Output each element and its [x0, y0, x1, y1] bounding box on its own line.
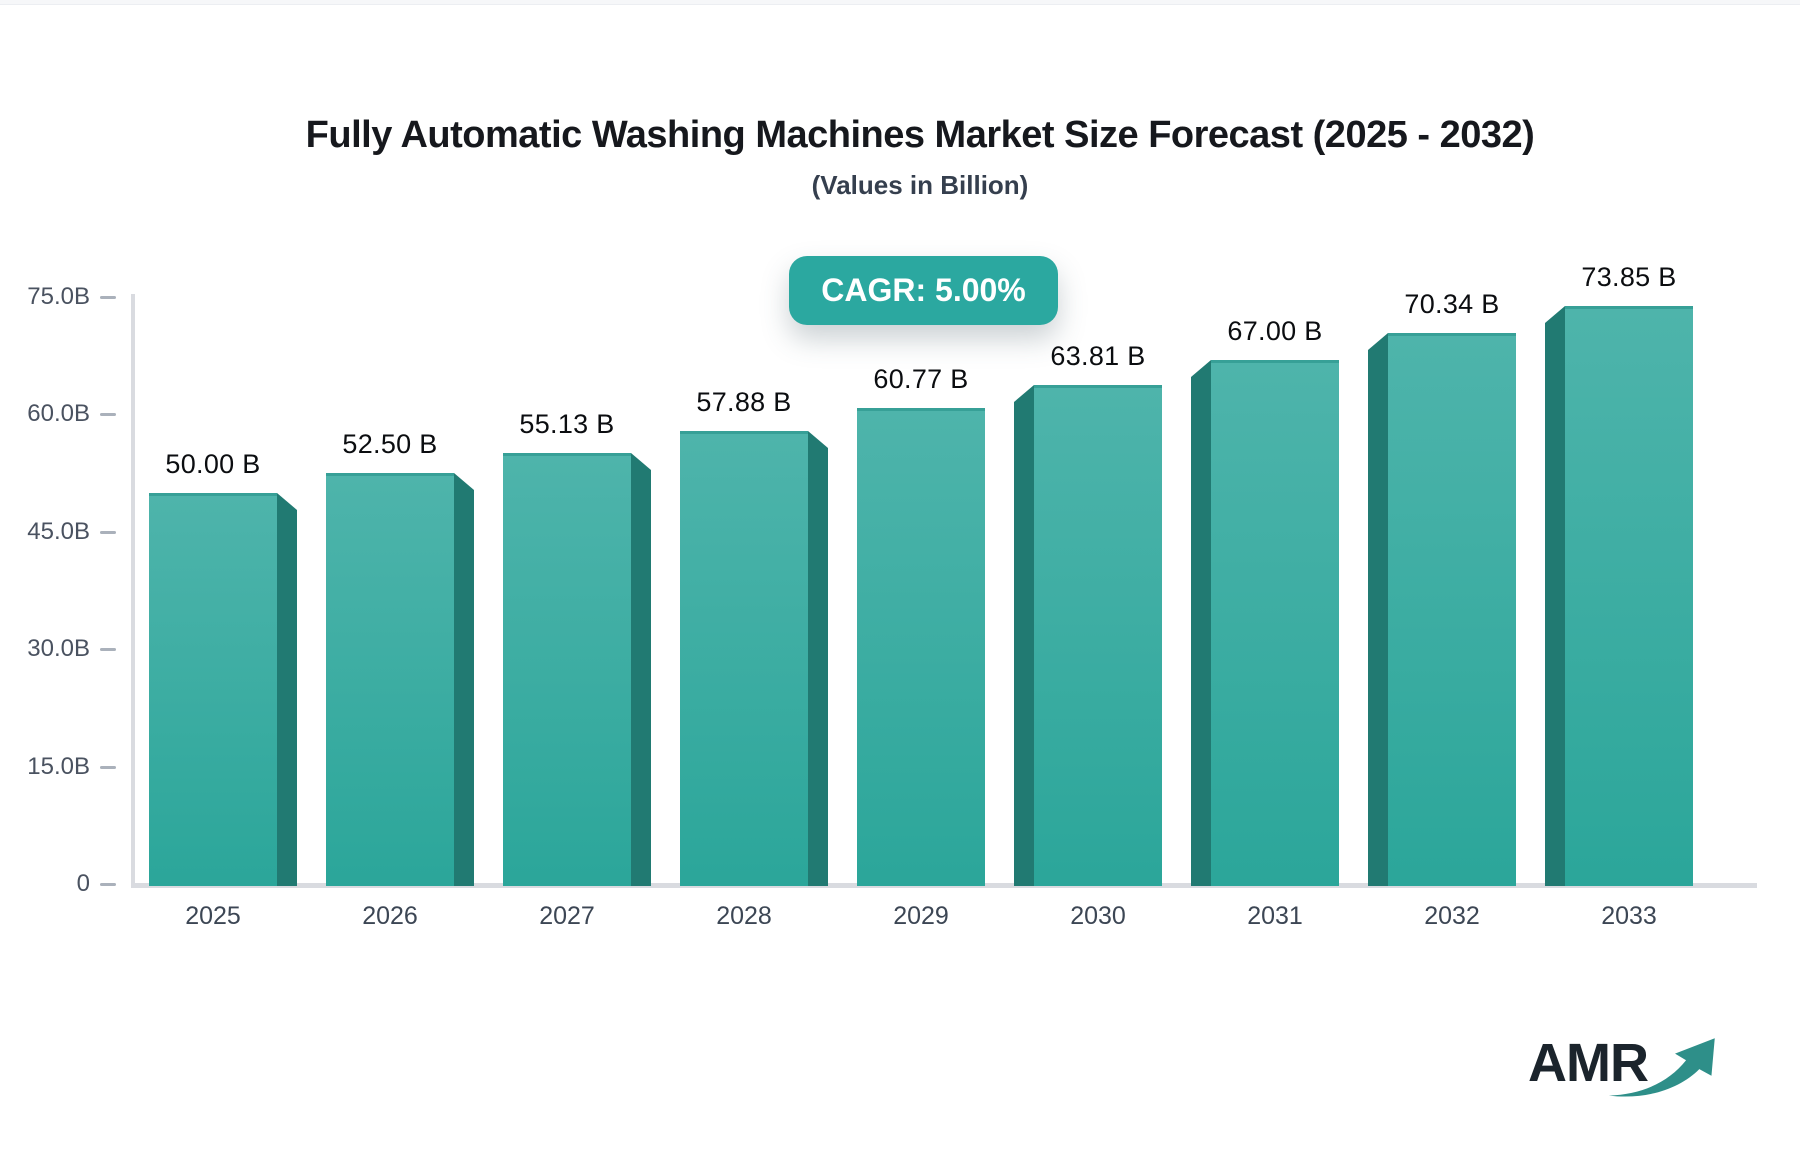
bar-2026: [326, 473, 454, 886]
amr-logo-text: AMR: [1528, 1033, 1649, 1093]
chart-title: Fully Automatic Washing Machines Market …: [305, 114, 1535, 156]
bar-3d-side-2025: [277, 493, 297, 886]
y-axis-tick-label: 60.0B: [27, 400, 90, 427]
y-axis-tick: [100, 531, 116, 534]
x-axis-label-2032: 2032: [1424, 902, 1480, 930]
bar-3d-side-2032: [1368, 333, 1388, 886]
bar-2029: [857, 408, 985, 886]
y-axis-tick-label: 15.0B: [27, 753, 90, 780]
y-axis-tick-label: 0: [76, 870, 90, 897]
bar-2027: [503, 453, 631, 886]
y-axis-tick: [100, 883, 116, 886]
bar-value-label-2031: 67.00 B: [1227, 316, 1323, 346]
x-axis-label-2028: 2028: [716, 902, 772, 930]
bar-value-label-2032: 70.34 B: [1404, 289, 1500, 319]
bar-3d-side-2028: [808, 431, 828, 886]
growth-arrow-icon: [1608, 1038, 1715, 1097]
amr-logo: AMR: [1528, 1034, 1738, 1104]
bar-2033: [1565, 306, 1693, 886]
x-axis-label-2031: 2031: [1247, 902, 1303, 930]
bar-3d-side-2030: [1014, 385, 1034, 886]
x-axis-label-2030: 2030: [1070, 902, 1126, 930]
bar-2031: [1211, 360, 1339, 886]
bar-value-label-2025: 50.00 B: [165, 449, 261, 479]
y-axis-tick: [100, 648, 116, 651]
bar-value-label-2033: 73.85 B: [1581, 262, 1677, 292]
page-top-border: [0, 0, 1800, 5]
x-axis-label-2029: 2029: [893, 902, 949, 930]
x-axis-label-2033: 2033: [1601, 902, 1657, 930]
bar-3d-side-2026: [454, 473, 474, 886]
bar-3d-side-2027: [631, 453, 651, 886]
y-axis-tick-label: 45.0B: [27, 518, 90, 545]
bar-2032: [1388, 333, 1516, 886]
y-axis-tick-label: 75.0B: [27, 283, 90, 310]
x-axis-label-2027: 2027: [539, 902, 595, 930]
bar-2028: [680, 431, 808, 886]
y-axis-line: [131, 294, 135, 886]
x-axis-label-2026: 2026: [362, 902, 418, 930]
bar-value-label-2029: 60.77 B: [873, 364, 969, 394]
bar-value-label-2026: 52.50 B: [342, 429, 438, 459]
bar-2030: [1034, 385, 1162, 886]
bar-2025: [149, 493, 277, 886]
bar-value-label-2028: 57.88 B: [696, 387, 792, 417]
y-axis-tick: [100, 296, 116, 299]
cagr-badge-label: CAGR: 5.00%: [821, 272, 1026, 308]
bar-3d-side-2031: [1191, 360, 1211, 886]
y-axis-tick: [100, 413, 116, 416]
bar-3d-side-2033: [1545, 306, 1565, 886]
y-axis-tick: [100, 766, 116, 769]
bar-value-label-2030: 63.81 B: [1050, 341, 1146, 371]
x-axis-label-2025: 2025: [185, 902, 241, 930]
bar-value-label-2027: 55.13 B: [519, 409, 615, 439]
cagr-badge: CAGR: 5.00%: [789, 256, 1058, 325]
y-axis-tick-label: 30.0B: [27, 635, 90, 662]
chart-subtitle: (Values in Billion): [811, 170, 1029, 200]
